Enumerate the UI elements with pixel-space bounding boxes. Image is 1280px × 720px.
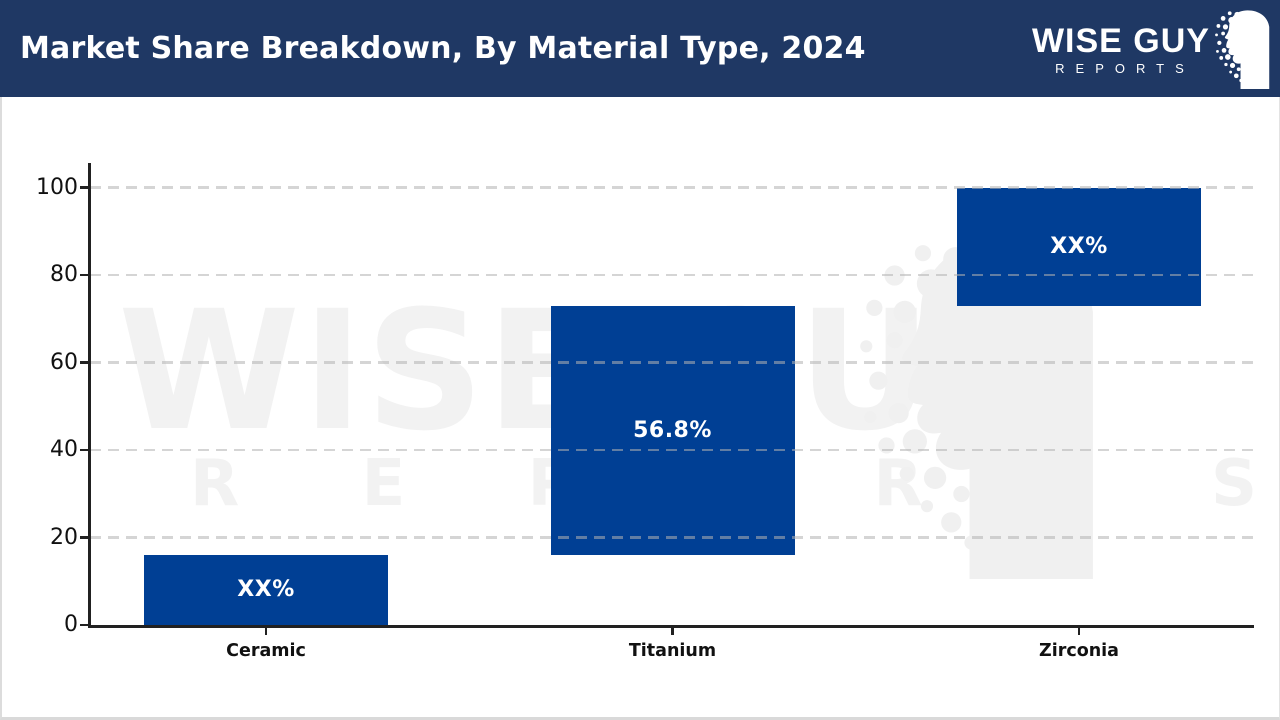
y-tick-0 [80, 623, 88, 627]
x-tick-titanium [671, 627, 674, 635]
bar-ceramic: XX% [144, 554, 388, 625]
chart-canvas: WISE GUY R E P O R T S XX%56.8%XX%020406… [0, 97, 1280, 720]
gridline-100 [90, 186, 1254, 189]
x-axis-spine [88, 625, 1254, 628]
y-tick-label: 80 [50, 262, 78, 287]
y-tick-80 [80, 273, 88, 277]
y-tick-40 [80, 448, 88, 452]
gridline-40 [90, 448, 1254, 452]
bar-titanium: 56.8% [550, 306, 795, 555]
y-tick-label: 100 [36, 174, 78, 200]
brand-wordmark: WISE GUY [1031, 21, 1210, 60]
header: Market Share Breakdown, By Material Type… [0, 0, 1280, 97]
x-tick-label-titanium: Titanium [628, 641, 717, 661]
bar-value-label: 56.8% [633, 417, 712, 443]
x-tick-label-zirconia: Zirconia [1039, 641, 1119, 661]
x-tick-zirconia [1077, 627, 1081, 635]
face-profile-icon [1212, 9, 1270, 89]
page-title: Market Share Breakdown, By Material Type… [20, 31, 866, 66]
bar-zirconia: XX% [957, 187, 1201, 307]
gridline-60 [90, 361, 1254, 364]
y-axis-spine [88, 163, 91, 627]
x-tick-ceramic [264, 627, 268, 635]
brand-logo-text: WISE GUY REPORTS [1032, 23, 1210, 76]
gridline-80 [90, 273, 1254, 277]
y-tick-label: 20 [50, 524, 78, 550]
gridline-20 [90, 536, 1254, 539]
x-tick-label-ceramic: Ceramic [226, 641, 306, 661]
y-tick-label: 40 [50, 437, 78, 462]
bar-value-label: XX% [237, 577, 295, 603]
y-tick-20 [80, 536, 88, 539]
y-tick-60 [80, 361, 88, 364]
brand-subtext: REPORTS [1055, 60, 1195, 76]
brand-logo: WISE GUY REPORTS [1032, 6, 1270, 92]
bar-value-label: XX% [1050, 234, 1108, 260]
y-tick-label: 0 [64, 612, 78, 637]
y-tick-100 [80, 186, 88, 189]
y-tick-label: 60 [50, 349, 78, 375]
